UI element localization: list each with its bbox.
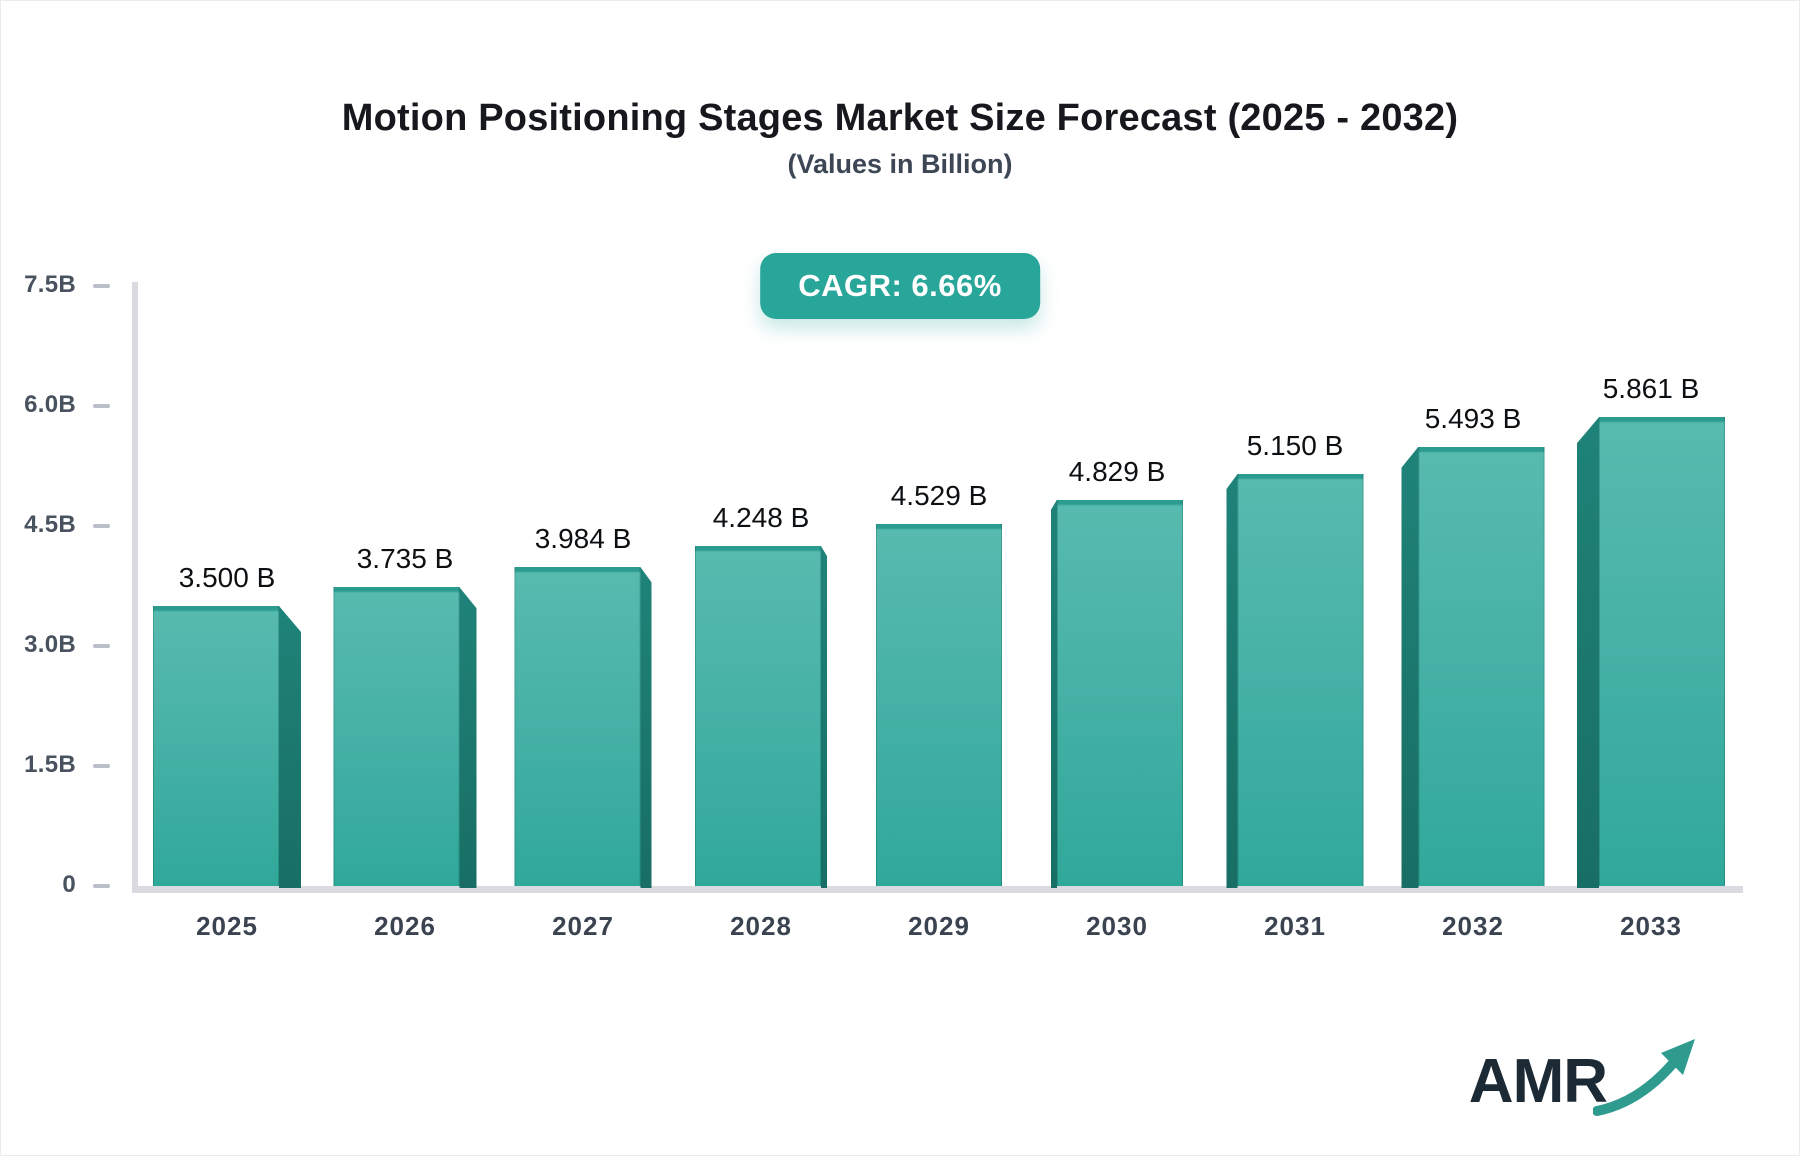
bar-2026 <box>333 587 477 888</box>
bar-slot-2027: 3.984 B 2027 <box>494 286 672 941</box>
bar-side-3d <box>1577 417 1599 888</box>
bar-2030 <box>1051 499 1183 888</box>
amr-logo-text: AMR <box>1468 1047 1608 1116</box>
bar-slot-2029: 4.529 B 2029 <box>850 286 1028 941</box>
bar-value-label: 3.984 B <box>534 523 632 555</box>
bar-slot-2028: 4.248 B 2028 <box>672 286 850 941</box>
amr-logo: AMR <box>1468 1035 1703 1116</box>
bar-value-label: 4.529 B <box>890 479 988 511</box>
bar-face <box>1057 499 1183 886</box>
bar-slot-2032: 5.493 B 2032 <box>1384 286 1562 941</box>
bar-slot-2031: 5.150 B 2031 <box>1206 286 1384 941</box>
y-tick-mark <box>93 644 110 648</box>
bar-value-label: 4.248 B <box>712 502 810 534</box>
bar-side-3d <box>1401 446 1419 888</box>
x-axis-label-2033: 2033 <box>1620 911 1682 941</box>
bar-value-label: 3.735 B <box>356 543 454 575</box>
growth-arrow-icon <box>1593 1039 1695 1116</box>
y-tick-mark <box>93 404 110 408</box>
bar-slot-2025: 3.500 B 2025 <box>138 286 316 941</box>
y-tick-label: 4.5B <box>24 511 76 538</box>
bar-2031 <box>1226 474 1364 888</box>
x-axis-line <box>132 886 1743 893</box>
bar-side-3d <box>640 567 652 888</box>
y-axis-line <box>132 282 138 893</box>
x-axis-label-2031: 2031 <box>1264 911 1326 941</box>
bar-2033 <box>1577 417 1725 888</box>
x-axis-label-2025: 2025 <box>196 911 258 941</box>
bar-value-label: 5.493 B <box>1424 402 1522 434</box>
chart-subtitle: (Values in Billion) <box>787 149 1013 179</box>
bar-face <box>695 546 821 886</box>
bar-face <box>876 523 1002 886</box>
bar-side-3d <box>821 546 827 888</box>
bar-side-3d <box>1051 499 1057 888</box>
x-axis-label-2030: 2030 <box>1086 911 1148 941</box>
y-tick-mark <box>93 524 110 528</box>
x-axis-label-2028: 2028 <box>730 911 792 941</box>
bar-face <box>514 567 641 886</box>
y-tick-label: 0 <box>62 871 76 898</box>
bar-face <box>1237 474 1364 886</box>
bar-face <box>1599 417 1725 886</box>
y-tick-mark <box>93 884 110 888</box>
cagr-badge: CAGR: 6.66% <box>760 253 1040 319</box>
y-tick-label: 3.0B <box>24 631 76 658</box>
bar-side-3d <box>459 587 477 888</box>
bar-slot-2030: 4.829 B 2030 <box>1028 286 1206 941</box>
bar-value-label: 5.861 B <box>1602 373 1700 405</box>
bar-face <box>153 606 279 886</box>
bars-container: 3.500 B 2025 3.735 B 2026 3.984 B 2027 4.248 B… <box>138 286 1740 941</box>
bar-slot-2026: 3.735 B 2026 <box>316 286 494 941</box>
y-tick-label: 6.0B <box>24 391 76 418</box>
y-tick-mark <box>93 284 110 288</box>
bar-2025 <box>153 606 301 888</box>
bar-value-label: 4.829 B <box>1068 455 1166 487</box>
y-tick-mark <box>93 764 110 768</box>
x-axis-label-2027: 2027 <box>552 911 614 941</box>
y-tick-label: 7.5B <box>24 271 76 298</box>
x-axis-label-2032: 2032 <box>1442 911 1504 941</box>
bar-face <box>333 587 460 886</box>
chart-title: Motion Positioning Stages Market Size Fo… <box>341 97 1459 139</box>
bar-2028 <box>695 546 827 888</box>
bar-side-3d <box>1226 474 1238 888</box>
bar-value-label: 5.150 B <box>1246 430 1344 461</box>
x-axis-label-2029: 2029 <box>908 911 970 941</box>
x-axis-label-2026: 2026 <box>374 911 436 941</box>
bar-2032 <box>1401 446 1545 888</box>
y-tick-label: 1.5B <box>24 751 76 778</box>
bar-face <box>1418 446 1545 886</box>
bar-slot-2033: 5.861 B 2033 <box>1562 286 1740 941</box>
bar-2027 <box>514 567 652 888</box>
bar-2029 <box>876 523 1002 886</box>
bar-side-3d <box>279 606 301 888</box>
bar-value-label: 3.500 B <box>178 562 276 593</box>
